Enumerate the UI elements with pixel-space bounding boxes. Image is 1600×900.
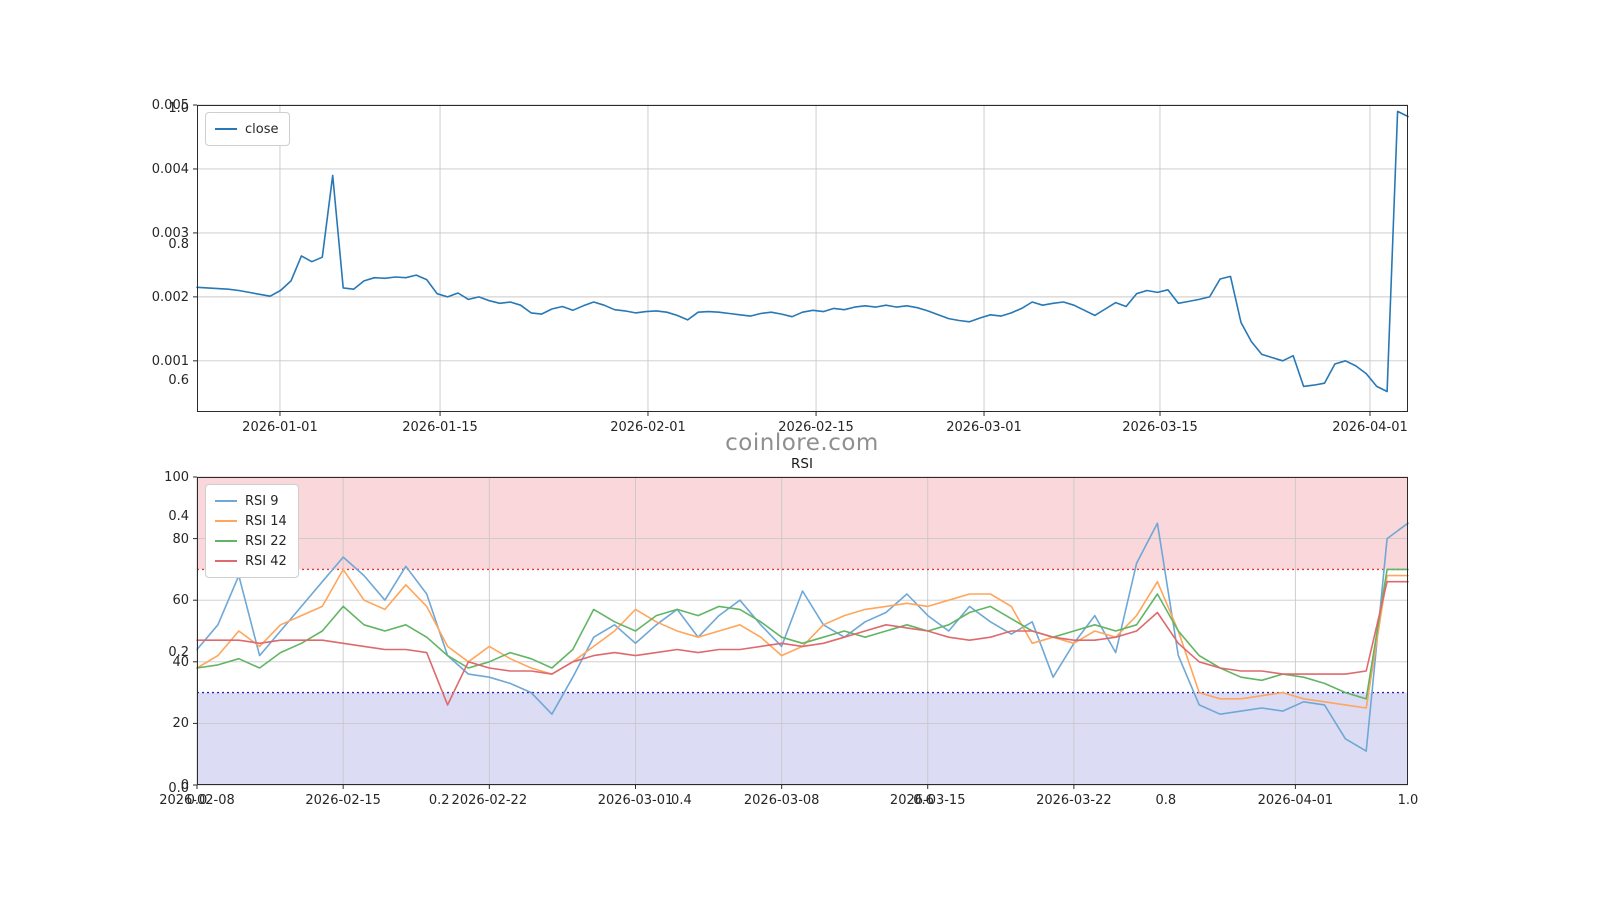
price-y-tick-label: 0.004 xyxy=(151,161,189,177)
legend-label: RSI 9 xyxy=(245,493,279,509)
series-line-rsi-22 xyxy=(196,568,1409,700)
legend-item: RSI 9 xyxy=(215,491,287,511)
legend-line-swatch xyxy=(215,540,237,542)
price-y-tick-label: 0.003 xyxy=(151,225,189,241)
watermark: coinlore.com xyxy=(725,430,879,456)
overlay-y-tick-label: 0.8 xyxy=(168,237,189,252)
rsi-x-tick-label: 2026-02-08 xyxy=(159,793,235,808)
price-x-tick-label: 2026-03-15 xyxy=(1122,420,1198,435)
rsi-y-tick-label: 20 xyxy=(172,716,189,732)
series-line-rsi-9 xyxy=(196,522,1409,752)
price-y-tick-label: 0.001 xyxy=(151,353,189,369)
overlay-y-tick-label: 0.0 xyxy=(168,781,189,796)
rsi-x-tick-label: 2026-04-01 xyxy=(1257,793,1334,808)
rsi-y-tick-label: 0 xyxy=(180,778,189,793)
legend-label: RSI 22 xyxy=(245,533,287,549)
legend-item: RSI 42 xyxy=(215,551,287,571)
rsi-chart xyxy=(193,476,1409,789)
overlay-x-tick-label: 0.2 xyxy=(428,793,450,808)
legend-line-swatch xyxy=(215,560,237,562)
series-line-close xyxy=(196,110,1409,393)
rsi-x-tick-label: 2026-02-22 xyxy=(451,793,528,808)
plot-border xyxy=(197,477,1408,785)
price-x-tick-label: 2026-02-15 xyxy=(778,420,854,435)
price-x-tick-label: 2026-01-01 xyxy=(242,420,318,435)
price-y-tick-label: 0.005 xyxy=(151,98,189,113)
band xyxy=(197,692,1408,785)
price-x-tick-label: 2026-04-01 xyxy=(1332,420,1408,435)
rsi-x-tick-label: 2026-03-22 xyxy=(1036,793,1112,808)
legend-line-swatch xyxy=(215,500,237,502)
legend-label: close xyxy=(245,121,279,137)
overlay-x-tick-label: 0.0 xyxy=(186,793,208,808)
overlay-x-tick-label: 0.6 xyxy=(913,793,934,808)
band xyxy=(197,477,1408,570)
series-line-rsi-14 xyxy=(196,568,1409,709)
rsi-x-tick-label: 2026-02-15 xyxy=(305,793,381,808)
overlay-y-tick-label: 1.0 xyxy=(168,101,189,116)
overlay-y-tick-label: 0.2 xyxy=(168,645,189,660)
price-legend: close xyxy=(205,112,291,146)
rsi-legend: RSI 9 RSI 14 RSI 22 RSI 42 xyxy=(205,484,299,578)
legend-label: RSI 42 xyxy=(245,553,287,569)
overlay-x-tick-label: 0.8 xyxy=(1155,793,1177,808)
rsi-y-tick-label: 40 xyxy=(172,654,189,670)
rsi-x-tick-label: 2026-03-08 xyxy=(743,793,820,808)
price-x-tick-label: 2026-02-01 xyxy=(610,420,686,435)
price-y-tick-label: 0.002 xyxy=(151,289,189,305)
rsi-x-tick-label: 2026-03-01 xyxy=(597,793,674,808)
overlay-y-tick-label: 0.4 xyxy=(168,509,189,524)
rsi-y-tick-label: 100 xyxy=(164,470,189,485)
overlay-x-tick-label: 1.0 xyxy=(1397,793,1419,808)
legend-label: RSI 14 xyxy=(245,513,287,529)
overlay-y-tick-label: 0.6 xyxy=(168,373,189,388)
legend-item: RSI 22 xyxy=(215,531,287,551)
overlay-x-tick-label: 0.4 xyxy=(671,793,692,808)
legend-line-swatch xyxy=(215,520,237,522)
price-x-tick-label: 2026-03-01 xyxy=(946,420,1022,435)
series-line-rsi-42 xyxy=(196,580,1409,706)
rsi-y-tick-label: 80 xyxy=(172,531,189,547)
price-chart xyxy=(193,104,1409,416)
legend-item: RSI 14 xyxy=(215,511,287,531)
rsi-chart-title: RSI xyxy=(791,456,813,472)
rsi-y-tick-label: 60 xyxy=(172,593,189,609)
plot-border xyxy=(197,105,1408,412)
price-x-tick-label: 2026-01-15 xyxy=(402,420,478,435)
legend-line-swatch xyxy=(215,128,237,130)
legend-item: close xyxy=(215,119,278,139)
rsi-x-tick-label: 2026-03-15 xyxy=(889,793,966,808)
